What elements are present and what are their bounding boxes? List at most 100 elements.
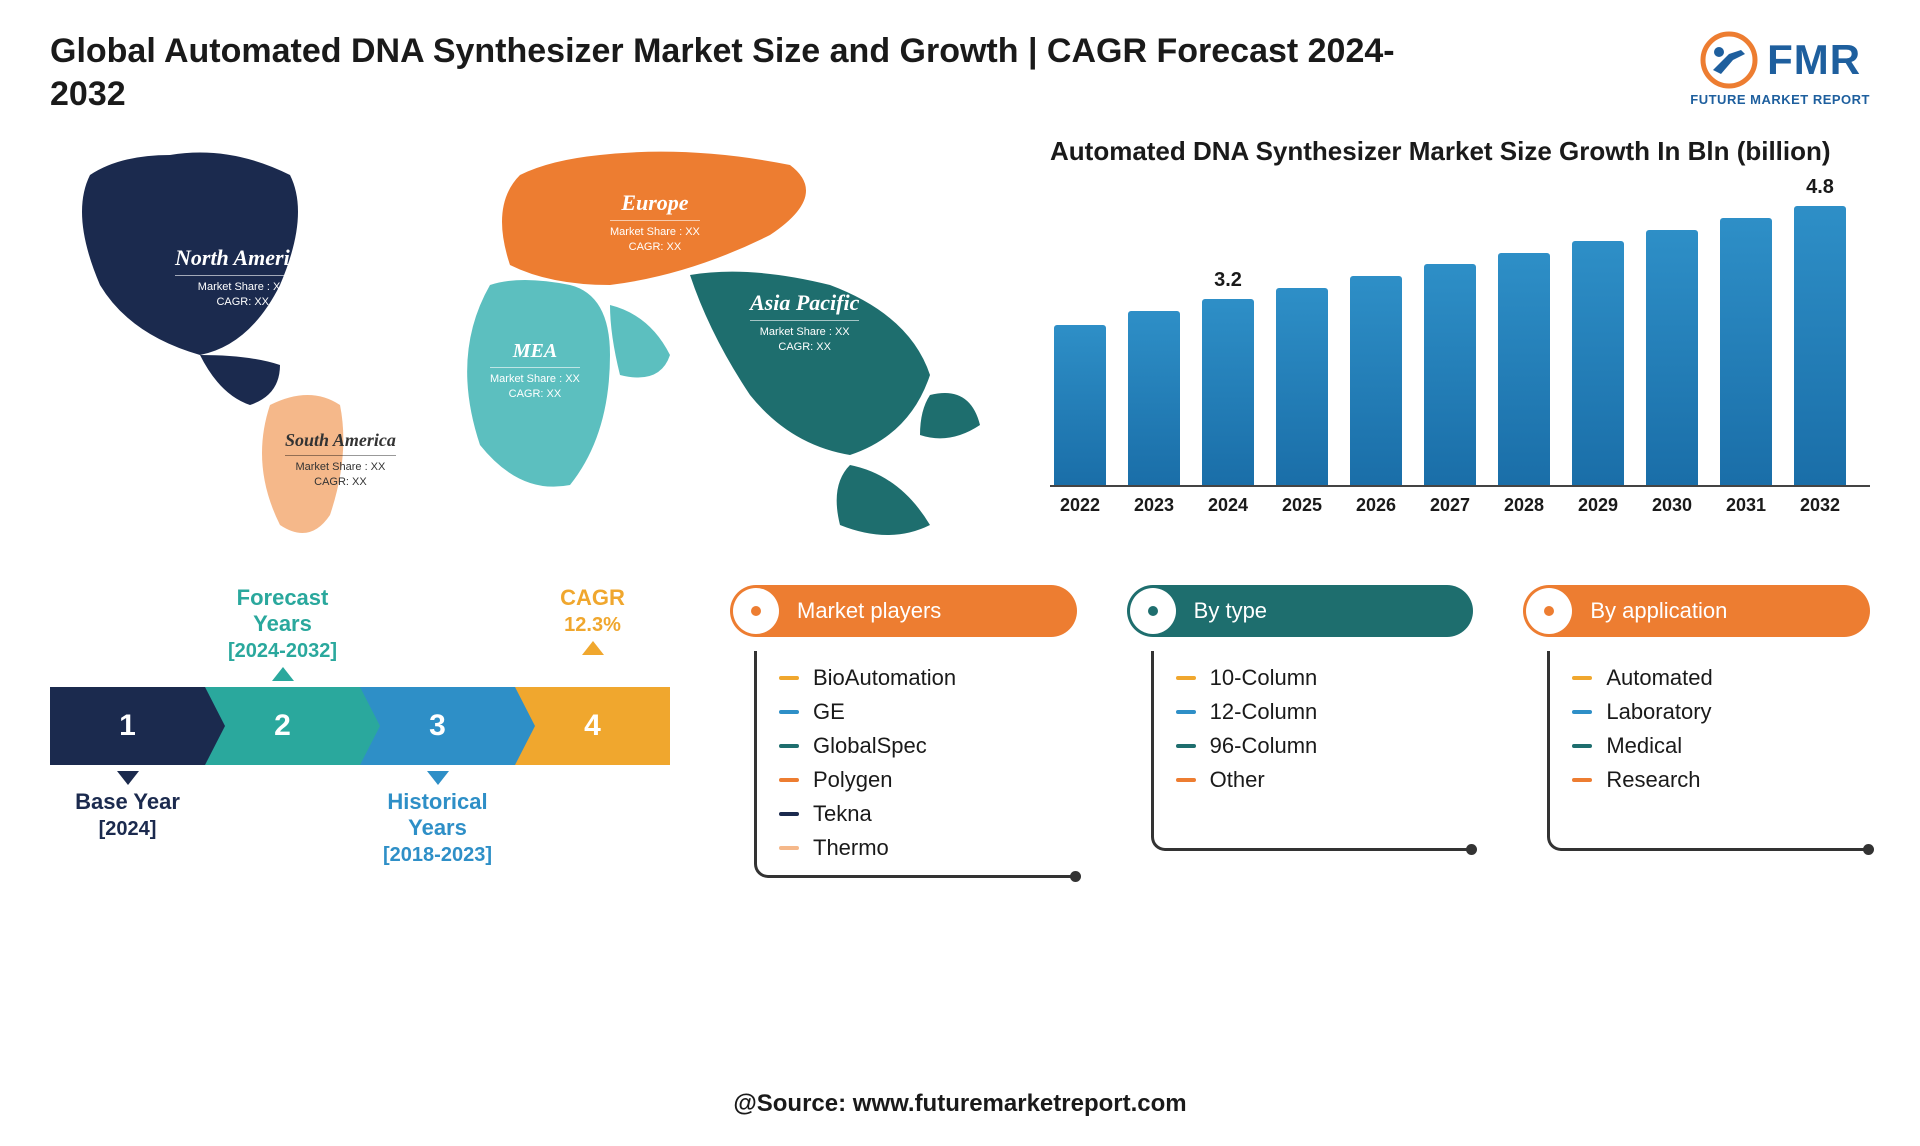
category-item: Other bbox=[1176, 763, 1474, 797]
bar bbox=[1498, 253, 1550, 485]
bar-x-label: 2028 bbox=[1494, 495, 1554, 516]
category-item: Polygen bbox=[779, 763, 1077, 797]
category-column: By application Automated Laboratory Medi… bbox=[1523, 585, 1870, 878]
bullet-icon bbox=[1572, 676, 1592, 680]
category-item-text: BioAutomation bbox=[813, 665, 956, 691]
timeline-segment: 1 bbox=[50, 687, 205, 765]
bullet-icon bbox=[779, 846, 799, 850]
arrow-down-icon bbox=[117, 771, 139, 785]
bar bbox=[1572, 241, 1624, 485]
category-item: 12-Column bbox=[1176, 695, 1474, 729]
bar-x-label: 2027 bbox=[1420, 495, 1480, 516]
bar-col bbox=[1050, 325, 1110, 485]
bar-col bbox=[1346, 276, 1406, 485]
region-eu-cagr: CAGR: XX bbox=[610, 240, 700, 255]
category-list: BioAutomation GE GlobalSpec Polygen Tekn… bbox=[754, 651, 1077, 878]
bar bbox=[1794, 206, 1846, 484]
region-ap-share: Market Share : XX bbox=[750, 320, 859, 340]
region-ap-label: Asia Pacific bbox=[750, 290, 859, 316]
category-column: By type 10-Column 12-Column 96-Column Ot… bbox=[1127, 585, 1474, 878]
bar-x-label: 2032 bbox=[1790, 495, 1850, 516]
timeline-top-label: CAGR12.3% bbox=[515, 585, 670, 637]
category-item: Tekna bbox=[779, 797, 1077, 831]
category-item: Laboratory bbox=[1572, 695, 1870, 729]
region-mea-cagr: CAGR: XX bbox=[490, 387, 580, 402]
category-item: Medical bbox=[1572, 729, 1870, 763]
bar-x-label: 2030 bbox=[1642, 495, 1702, 516]
region-mea-label: MEA bbox=[490, 340, 580, 363]
category-item: 96-Column bbox=[1176, 729, 1474, 763]
bar-value: 3.2 bbox=[1214, 269, 1242, 292]
category-item-text: 10-Column bbox=[1210, 665, 1318, 691]
category-item-text: 12-Column bbox=[1210, 699, 1318, 725]
bar-x-label: 2026 bbox=[1346, 495, 1406, 516]
category-label: By application bbox=[1590, 598, 1727, 624]
bullet-icon bbox=[779, 676, 799, 680]
bullet-icon bbox=[779, 744, 799, 748]
category-item: BioAutomation bbox=[779, 661, 1077, 695]
category-item-text: Medical bbox=[1606, 733, 1682, 759]
bullet-icon bbox=[1176, 744, 1196, 748]
category-item: GE bbox=[779, 695, 1077, 729]
category-item-text: Thermo bbox=[813, 835, 889, 861]
bar bbox=[1054, 325, 1106, 485]
bar-col bbox=[1272, 288, 1332, 485]
region-eu-share: Market Share : XX bbox=[610, 220, 700, 240]
category-item-text: Polygen bbox=[813, 767, 893, 793]
timeline: Forecast Years[2024-2032] CAGR12.3% 1234… bbox=[50, 585, 670, 878]
pill-dot-icon bbox=[1130, 588, 1176, 634]
category-item-text: Laboratory bbox=[1606, 699, 1711, 725]
timeline-bottom-label: Historical Years[2018-2023] bbox=[360, 789, 515, 867]
bullet-icon bbox=[779, 812, 799, 816]
bullet-icon bbox=[1176, 676, 1196, 680]
category-item-text: Research bbox=[1606, 767, 1700, 793]
timeline-segment: 4 bbox=[515, 687, 670, 765]
timeline-segment: 3 bbox=[360, 687, 515, 765]
category-item: 10-Column bbox=[1176, 661, 1474, 695]
bar-x-label: 2023 bbox=[1124, 495, 1184, 516]
bar bbox=[1350, 276, 1402, 485]
category-item: Thermo bbox=[779, 831, 1077, 865]
world-map: North America Market Share : XX CAGR: XX… bbox=[50, 135, 1010, 555]
bar-col bbox=[1124, 311, 1184, 485]
arrow-up-icon bbox=[272, 667, 294, 681]
category-item-text: Tekna bbox=[813, 801, 872, 827]
logo: FMR FUTURE MARKET REPORT bbox=[1690, 30, 1870, 107]
category-column: Market players BioAutomation GE GlobalSp… bbox=[730, 585, 1077, 878]
region-sa-share: Market Share : XX bbox=[285, 455, 396, 475]
bullet-icon bbox=[779, 710, 799, 714]
bar-col bbox=[1494, 253, 1554, 485]
timeline-top-label: Forecast Years[2024-2032] bbox=[205, 585, 360, 663]
region-sa-cagr: CAGR: XX bbox=[285, 475, 396, 490]
bar bbox=[1646, 230, 1698, 485]
bar bbox=[1128, 311, 1180, 485]
bar-x-label: 2025 bbox=[1272, 495, 1332, 516]
telescope-icon bbox=[1699, 30, 1759, 90]
region-na-share: Market Share : XX bbox=[175, 275, 310, 295]
category-label: By type bbox=[1194, 598, 1267, 624]
bullet-icon bbox=[1176, 778, 1196, 782]
bar bbox=[1276, 288, 1328, 485]
bullet-icon bbox=[1176, 710, 1196, 714]
region-mea-share: Market Share : XX bbox=[490, 367, 580, 387]
bullet-icon bbox=[1572, 744, 1592, 748]
bar-value: 4.8 bbox=[1806, 176, 1834, 199]
region-eu-label: Europe bbox=[610, 190, 700, 216]
logo-subtext: FUTURE MARKET REPORT bbox=[1690, 92, 1870, 107]
arrow-down-icon bbox=[427, 771, 449, 785]
pill-dot-icon bbox=[733, 588, 779, 634]
timeline-segment: 2 bbox=[205, 687, 360, 765]
category-item-text: Automated bbox=[1606, 665, 1712, 691]
category-item: Research bbox=[1572, 763, 1870, 797]
chart-title: Automated DNA Synthesizer Market Size Gr… bbox=[1050, 135, 1870, 169]
bar-x-label: 2024 bbox=[1198, 495, 1258, 516]
region-ap-cagr: CAGR: XX bbox=[750, 340, 859, 355]
bar-col bbox=[1568, 241, 1628, 485]
category-pill: By application bbox=[1523, 585, 1870, 637]
bar-col: 4.8 bbox=[1790, 206, 1850, 484]
category-list: 10-Column 12-Column 96-Column Other bbox=[1151, 651, 1474, 851]
category-item-text: GlobalSpec bbox=[813, 733, 927, 759]
bar-col bbox=[1642, 230, 1702, 485]
bullet-icon bbox=[1572, 710, 1592, 714]
bar bbox=[1424, 264, 1476, 484]
